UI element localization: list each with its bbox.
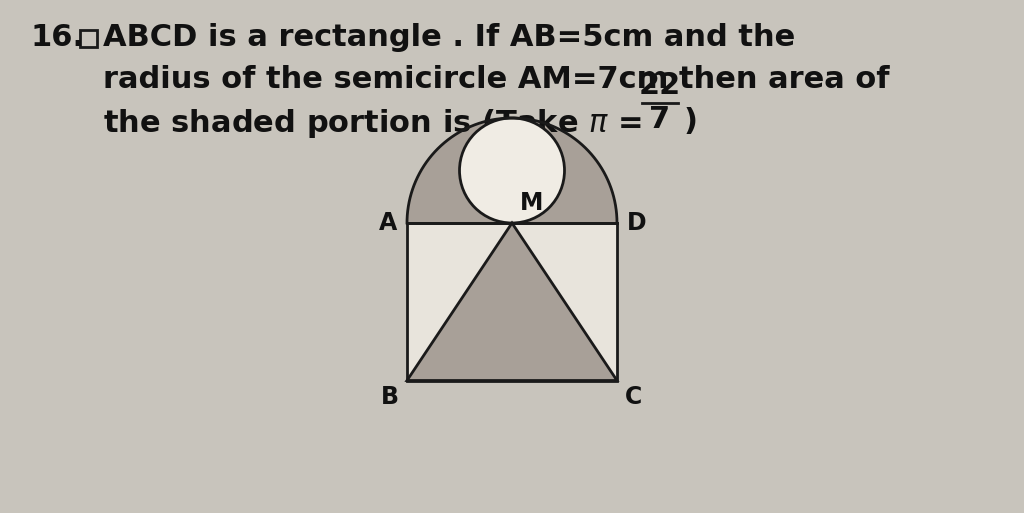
Text: 16.: 16. xyxy=(30,23,84,52)
Text: 7: 7 xyxy=(649,105,671,134)
Text: C: C xyxy=(625,385,642,409)
Text: ABCD is a rectangle . If AB=5cm and the: ABCD is a rectangle . If AB=5cm and the xyxy=(103,23,796,52)
Text: radius of the semicircle AM=7cm then area of: radius of the semicircle AM=7cm then are… xyxy=(103,65,890,94)
Text: ): ) xyxy=(684,107,698,136)
Text: 22: 22 xyxy=(639,71,681,100)
Bar xyxy=(407,223,617,381)
Text: B: B xyxy=(381,385,399,409)
Text: D: D xyxy=(627,211,646,235)
Polygon shape xyxy=(407,223,617,381)
Text: M: M xyxy=(520,191,544,215)
Bar xyxy=(80,30,97,47)
Text: A: A xyxy=(379,211,397,235)
Text: the shaded portion is (Take $\pi$ =: the shaded portion is (Take $\pi$ = xyxy=(103,107,645,140)
Polygon shape xyxy=(407,118,617,223)
Circle shape xyxy=(460,118,564,223)
